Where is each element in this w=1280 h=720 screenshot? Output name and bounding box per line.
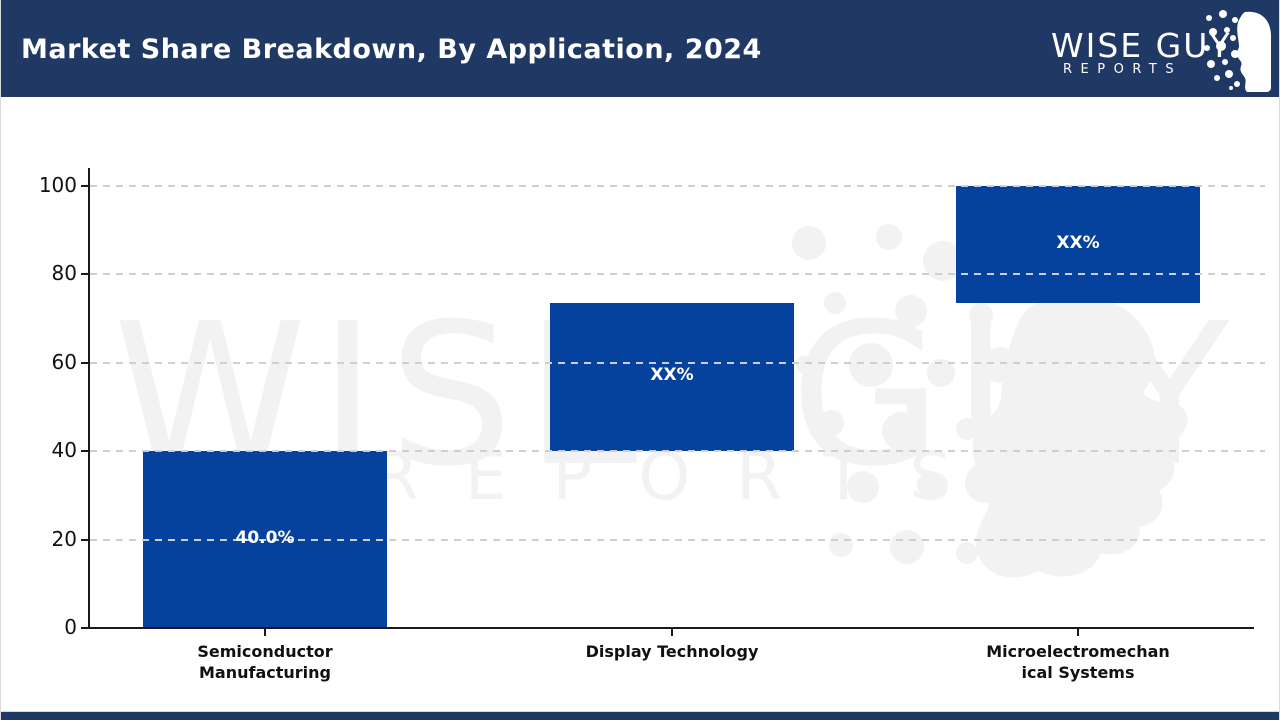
gridline <box>90 538 1265 541</box>
y-tick-label: 0 <box>64 615 77 639</box>
brand-logo-wordmark: WISE GUY <box>1051 26 1232 65</box>
bar-value-label: 40.0% <box>235 527 295 548</box>
gridline <box>90 450 1265 453</box>
y-tick-mark <box>81 538 89 541</box>
bar <box>550 303 794 452</box>
content-bottom-border <box>1 711 1279 712</box>
bar-value-label: XX% <box>650 365 694 386</box>
gridline <box>90 185 1265 187</box>
x-tick-mark <box>1077 628 1079 636</box>
y-tick-label: 20 <box>51 526 77 551</box>
brand-logo: WISE GUY REPORTS <box>1017 6 1271 92</box>
gridline <box>90 361 1265 364</box>
brand-logo-subtext: REPORTS <box>1063 62 1183 77</box>
x-category-label-line: Semiconductor <box>197 642 333 661</box>
x-tick-mark <box>264 628 266 636</box>
x-tick-mark <box>671 628 673 636</box>
x-category-label-line: Display Technology <box>585 642 759 661</box>
y-tick-mark <box>81 185 89 187</box>
x-category-label-line: Manufacturing <box>199 663 331 682</box>
x-category-label: Display Technology <box>512 641 832 662</box>
x-category-label: Semiconductor Manufacturing <box>105 641 425 683</box>
y-axis <box>88 168 90 629</box>
page-title: Market Share Breakdown, By Application, … <box>21 34 762 65</box>
y-tick-label: 100 <box>38 173 77 197</box>
header-band: Market Share Breakdown, By Application, … <box>1 0 1279 97</box>
footer-band <box>1 712 1279 720</box>
y-tick-mark <box>81 273 89 276</box>
x-category-label-line: Microelectromechan <box>986 642 1170 661</box>
y-tick-mark <box>81 361 89 364</box>
y-tick-label: 80 <box>51 261 77 286</box>
x-category-label-line: ical Systems <box>1021 663 1135 682</box>
brand-face-dots-icon <box>1204 10 1271 92</box>
y-tick-label: 40 <box>51 438 77 463</box>
gridline <box>90 273 1265 276</box>
bar <box>956 186 1200 304</box>
y-tick-label: 60 <box>51 349 77 374</box>
x-category-label: Microelectromechan ical Systems <box>918 641 1238 683</box>
bar-value-label: XX% <box>1056 232 1100 253</box>
y-tick-mark <box>81 627 89 629</box>
y-tick-mark <box>81 450 89 453</box>
